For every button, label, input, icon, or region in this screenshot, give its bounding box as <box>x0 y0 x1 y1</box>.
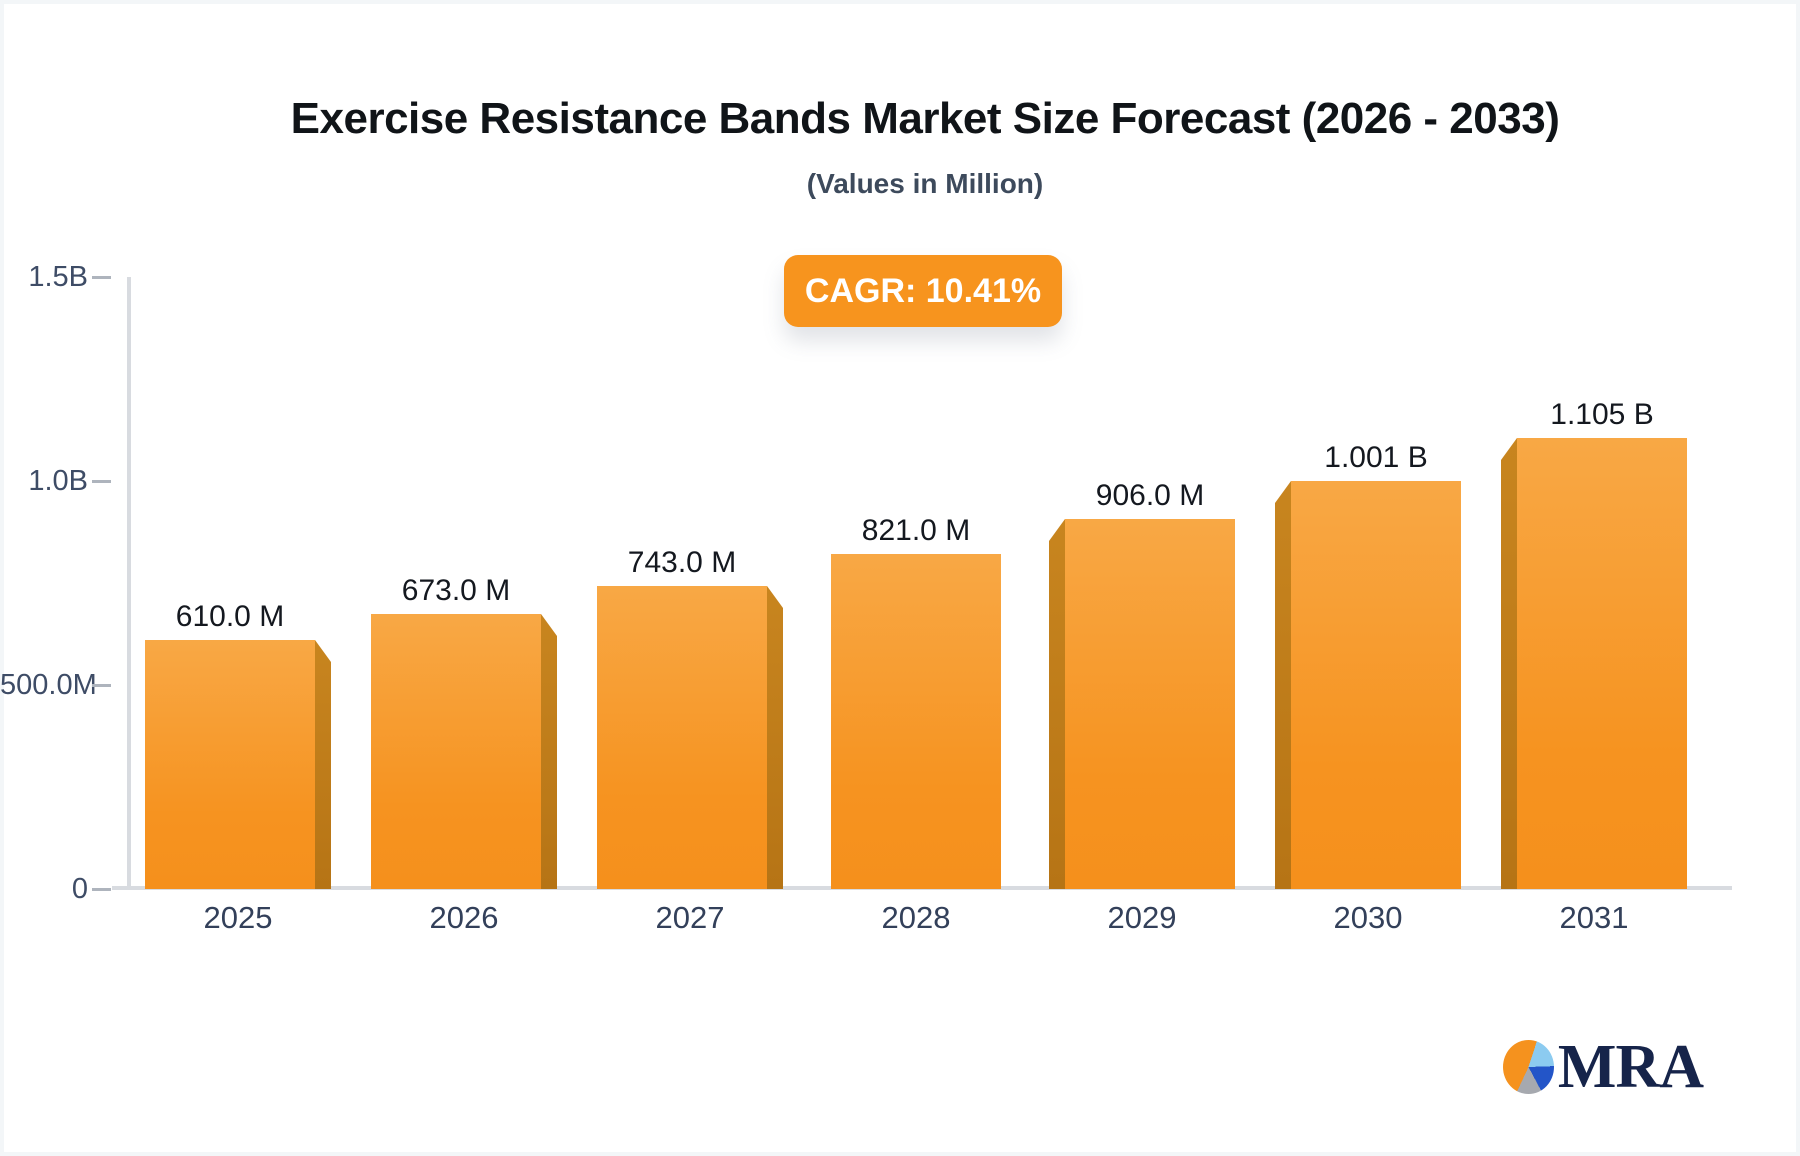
bar-2030 <box>1291 481 1461 889</box>
mra-logo-text: MRA <box>1557 1032 1704 1101</box>
bar-side-face-2027 <box>767 586 783 889</box>
y-tick-mark <box>92 480 111 483</box>
x-axis-label-2030: 2030 <box>1333 900 1403 935</box>
pie-chart-logo-icon <box>1503 1040 1554 1094</box>
chart-subtitle: (Values in Million) <box>806 168 1044 199</box>
mra-logo: MRA <box>1503 1032 1704 1102</box>
y-axis-line <box>127 277 131 889</box>
bar-2029 <box>1065 519 1235 889</box>
x-axis-label-2027: 2027 <box>655 900 725 935</box>
bar-value-label-2031: 1.105 B <box>1550 398 1654 431</box>
x-axis-label-2028: 2028 <box>881 900 951 935</box>
cagr-badge: CAGR: 10.41% <box>784 255 1062 327</box>
bar-value-label-2029: 906.0 M <box>1095 479 1205 512</box>
y-tick-mark <box>92 276 111 279</box>
bar-2026 <box>371 614 541 889</box>
x-axis-label-2029: 2029 <box>1107 900 1177 935</box>
bar-value-label-2027: 743.0 M <box>627 546 737 579</box>
x-axis-label-2026: 2026 <box>429 900 499 935</box>
x-axis-label-2031: 2031 <box>1559 900 1629 935</box>
bar-2025 <box>145 640 315 889</box>
y-tick-mark <box>92 888 111 891</box>
bar-value-label-2025: 610.0 M <box>175 600 285 633</box>
y-tick-label-500.0M: 500.0M <box>0 669 97 701</box>
y-tick-label-1.0B: 1.0B <box>28 465 88 497</box>
bar-side-face-2029 <box>1049 519 1065 889</box>
bar-side-face-2030 <box>1275 481 1291 889</box>
bar-value-label-2028: 821.0 M <box>861 514 971 547</box>
bar-side-face-2031 <box>1501 438 1517 889</box>
bar-2027 <box>597 586 767 889</box>
bar-2031 <box>1517 438 1687 889</box>
bar-2028 <box>831 554 1001 889</box>
x-axis-label-2025: 2025 <box>203 900 273 935</box>
chart-title: Exercise Resistance Bands Market Size Fo… <box>290 94 1560 143</box>
bar-value-label-2030: 1.001 B <box>1324 441 1428 474</box>
bar-side-face-2026 <box>541 614 557 889</box>
bar-value-label-2026: 673.0 M <box>401 574 511 607</box>
y-tick-mark <box>92 684 111 687</box>
y-tick-label-1.5B: 1.5B <box>28 261 88 293</box>
bar-side-face-2025 <box>315 640 331 889</box>
y-tick-label-0: 0 <box>71 873 88 905</box>
